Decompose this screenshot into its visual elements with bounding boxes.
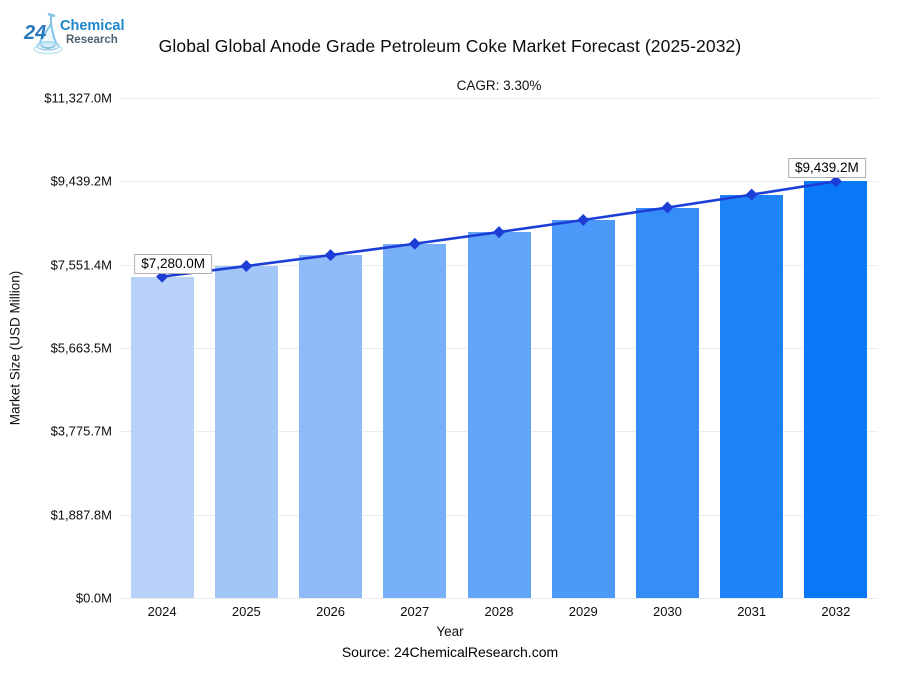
y-gridline — [120, 98, 878, 99]
y-tick-label: $5,663.5M — [50, 340, 112, 356]
flask-icon — [33, 12, 63, 55]
y-gridline — [120, 598, 878, 599]
x-tick-label-2029: 2029 — [568, 604, 598, 619]
logo-word-chemical: Chemical — [60, 18, 124, 34]
y-tick-label: $1,887.8M — [50, 507, 112, 523]
x-tick-label-2032: 2032 — [821, 604, 851, 619]
value-label-2024: $7,280.0M — [134, 253, 213, 274]
x-tick-label-2030: 2030 — [652, 604, 682, 619]
x-tick-label-2025: 2025 — [231, 604, 261, 619]
bar-2026 — [299, 255, 363, 598]
plot-area: $7,280.0M $9,439.2M — [120, 98, 878, 599]
x-tick-label-2024: 2024 — [147, 604, 177, 619]
y-tick-label: $3,775.7M — [50, 423, 112, 439]
x-tick-label-2031: 2031 — [737, 604, 767, 619]
bar-2027 — [383, 243, 447, 598]
chart-subtitle-cagr: CAGR: 3.30% — [456, 78, 542, 93]
company-logo: 24 Chemical Research — [23, 12, 124, 55]
y-tick-label: $11,327.0M — [44, 90, 112, 106]
y-tick-label: $7,551.4M — [50, 257, 112, 273]
x-axis-title: Year — [436, 624, 464, 639]
bar-2029 — [551, 220, 615, 598]
bar-2031 — [720, 194, 784, 598]
y-gridline — [120, 181, 878, 183]
logo-word-research: Research — [66, 34, 118, 46]
x-tick-label-2028: 2028 — [484, 604, 514, 619]
bar-2030 — [635, 207, 699, 598]
logo-number: 24 — [23, 22, 46, 44]
bar-2025 — [214, 266, 278, 598]
y-tick-label: $9,439.2M — [50, 173, 112, 189]
chart-title: Global Global Anode Grade Petroleum Coke… — [158, 36, 742, 56]
x-axis-tick-labels: 2024 2025 2026 2027 2028 2029 2030 2031 2032 — [120, 604, 878, 622]
y-axis-tick-labels: $0.0M $1,887.8M $3,775.7M $5,663.5M $7,551.4… — [0, 91, 112, 606]
bar-2032 — [804, 181, 868, 598]
source-attribution: Source: 24ChemicalResearch.com — [341, 644, 559, 660]
x-tick-label-2026: 2026 — [316, 604, 346, 619]
bar-2024 — [130, 276, 194, 598]
x-tick-label-2027: 2027 — [400, 604, 430, 619]
value-label-2032: $9,439.2M — [787, 158, 866, 179]
y-tick-label: $0.0M — [75, 590, 112, 606]
bar-2028 — [467, 232, 531, 598]
